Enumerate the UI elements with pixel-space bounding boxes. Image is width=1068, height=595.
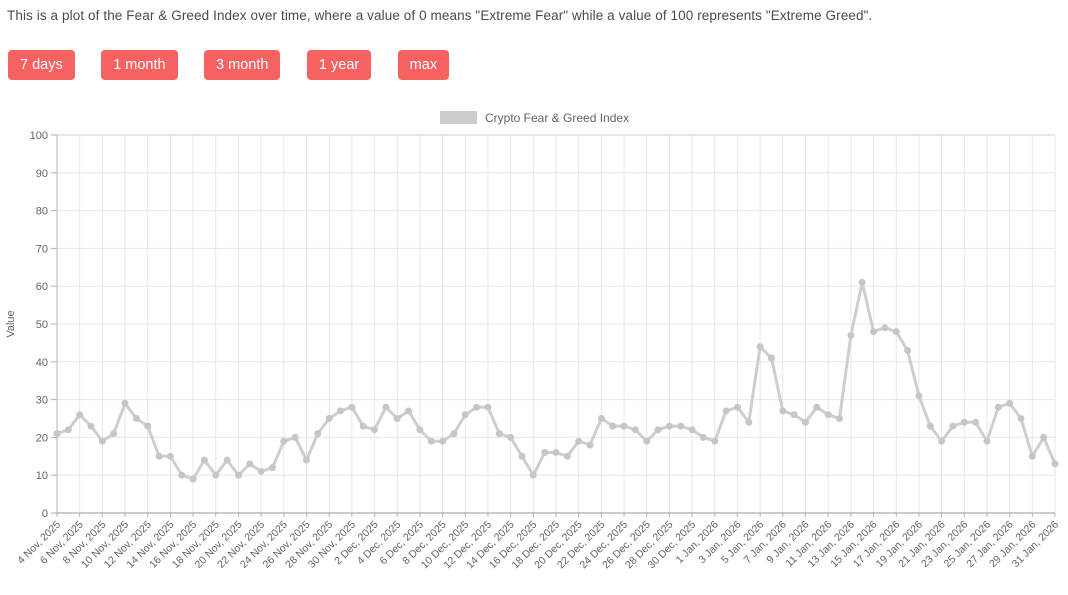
range-button-1-month[interactable]: 1 month bbox=[101, 50, 178, 80]
range-button-1-year[interactable]: 1 year bbox=[306, 50, 372, 80]
svg-text:60: 60 bbox=[36, 281, 48, 293]
svg-text:10: 10 bbox=[36, 470, 48, 482]
range-button-max[interactable]: max bbox=[397, 50, 450, 80]
svg-text:Value: Value bbox=[5, 310, 17, 337]
svg-text:100: 100 bbox=[30, 130, 48, 142]
page-description: This is a plot of the Fear & Greed Index… bbox=[7, 8, 873, 23]
legend-label: Crypto Fear & Greed Index bbox=[485, 111, 629, 125]
svg-text:70: 70 bbox=[36, 243, 48, 255]
chart-container: 4 Nov, 2025 6 Nov, 2025 8 Nov, 2025 10 Nov,… bbox=[0, 106, 1068, 588]
svg-text:50: 50 bbox=[36, 319, 48, 331]
svg-text:20: 20 bbox=[36, 432, 48, 444]
svg-text:30: 30 bbox=[36, 395, 48, 407]
svg-text:80: 80 bbox=[36, 206, 48, 218]
svg-text:40: 40 bbox=[36, 357, 48, 369]
range-button-7-days[interactable]: 7 days bbox=[8, 50, 75, 80]
svg-text:0: 0 bbox=[42, 508, 48, 520]
svg-text:90: 90 bbox=[36, 168, 48, 180]
range-buttons: 7 days 1 month 3 month 1 year max bbox=[8, 50, 1068, 80]
range-button-3-month[interactable]: 3 month bbox=[204, 50, 281, 80]
